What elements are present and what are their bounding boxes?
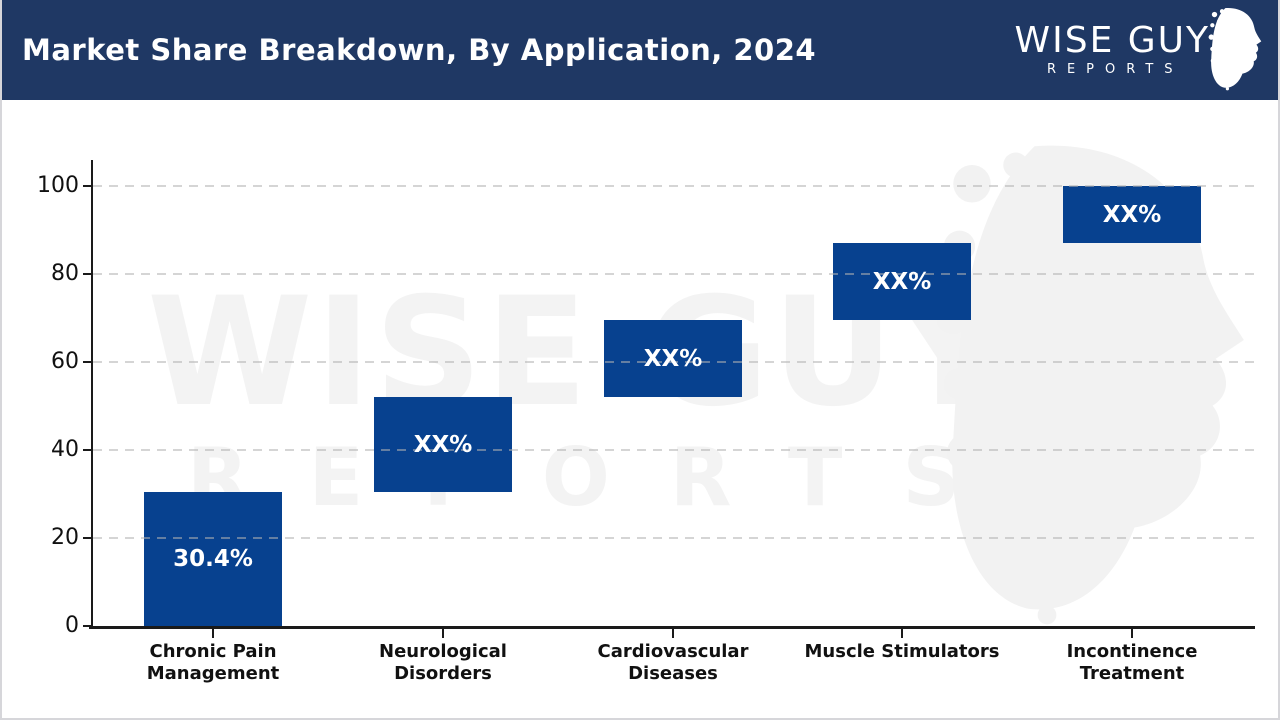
- bar: [833, 243, 971, 321]
- x-category-label: Incontinence Treatment: [1066, 641, 1198, 684]
- y-tick-label: 100: [37, 173, 79, 198]
- x-category-label: Cardiovascular Diseases: [597, 641, 749, 684]
- bar-label: XX%: [643, 345, 703, 372]
- y-tick-mark: [83, 449, 91, 451]
- y-tick-mark: [83, 361, 91, 363]
- y-tick-label: 80: [51, 261, 79, 286]
- x-category-label: Muscle Stimulators: [804, 641, 1000, 662]
- bar-label: 30.4%: [173, 546, 253, 573]
- bar: [144, 492, 282, 626]
- logo-face-icon: [1208, 7, 1262, 91]
- y-tick-label: 0: [65, 613, 79, 638]
- wiseguy-logo: WISE GUY REPORTS: [1015, 7, 1279, 93]
- gridline: [93, 361, 1255, 363]
- y-tick-mark: [83, 185, 91, 187]
- bar: [374, 397, 512, 493]
- x-tick-mark: [1131, 629, 1133, 638]
- bar: [604, 320, 742, 398]
- y-tick-mark: [83, 537, 91, 539]
- bar-label: XX%: [872, 268, 932, 295]
- x-category-label: Chronic Pain Management: [146, 641, 280, 684]
- x-axis-spine: [89, 626, 1255, 629]
- bar-label: XX%: [413, 431, 473, 458]
- y-tick-mark: [83, 625, 91, 627]
- header-bar: Market Share Breakdown, By Application, …: [2, 0, 1278, 100]
- logo-wordmark: WISE GUY REPORTS: [1014, 20, 1211, 78]
- logo-wordmark-line2: REPORTS: [1046, 62, 1184, 77]
- x-category-label: Neurological Disorders: [379, 641, 507, 684]
- gridline: [93, 537, 1255, 539]
- logo-wordmark-line1: WISE GUY: [1014, 20, 1210, 61]
- gridline: [93, 273, 1255, 275]
- x-tick-mark: [442, 629, 444, 638]
- page-title: Market Share Breakdown, By Application, …: [22, 33, 817, 67]
- y-axis-spine: [91, 160, 93, 629]
- x-tick-mark: [212, 629, 214, 638]
- gridline: [93, 185, 1255, 187]
- x-tick-mark: [901, 629, 903, 638]
- y-tick-label: 60: [51, 349, 79, 374]
- y-tick-label: 20: [51, 525, 79, 550]
- bar-label: XX%: [1102, 201, 1162, 228]
- gridline: [93, 449, 1255, 451]
- x-tick-mark: [672, 629, 674, 638]
- bar: [1063, 186, 1201, 244]
- y-tick-label: 40: [51, 437, 79, 462]
- y-tick-mark: [83, 273, 91, 275]
